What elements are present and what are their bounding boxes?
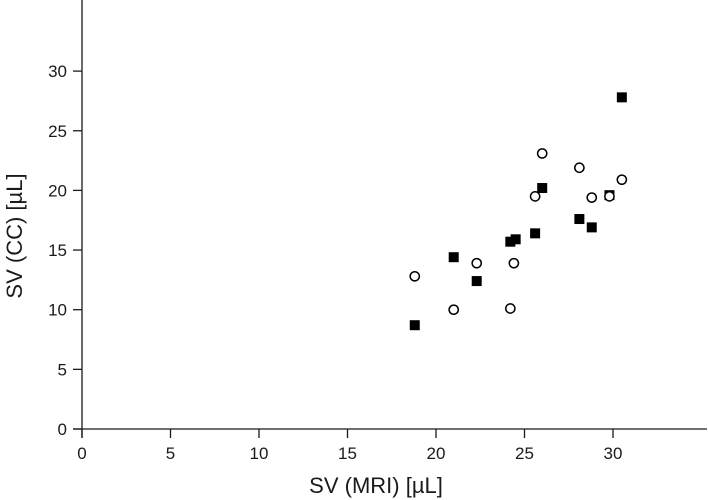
x-axis-title: SV (MRI) [µL]	[309, 473, 443, 498]
y-tick-label: 10	[48, 301, 67, 320]
square-marker	[537, 183, 548, 194]
axes	[73, 0, 707, 438]
circle-marker	[448, 304, 460, 316]
data-points	[409, 92, 628, 331]
y-tick-label: 15	[48, 241, 67, 260]
y-tick-label: 0	[58, 420, 67, 439]
x-tick-label: 5	[166, 444, 175, 463]
square-marker	[510, 234, 521, 245]
x-tick-label: 25	[515, 444, 534, 463]
square-marker	[409, 320, 420, 331]
circle-marker	[604, 191, 615, 202]
circle-marker	[508, 257, 520, 269]
circle-marker	[504, 303, 516, 314]
square-marker	[471, 276, 482, 287]
y-tick-label: 25	[48, 122, 67, 141]
circle-marker	[471, 257, 483, 269]
square-marker	[448, 252, 459, 263]
circle-marker	[616, 174, 628, 186]
square-marker	[586, 222, 597, 233]
square-marker	[616, 92, 627, 103]
circle-marker	[529, 191, 541, 202]
x-tick-label: 20	[427, 444, 446, 463]
y-tick-label: 30	[48, 62, 67, 81]
x-tick-label: 15	[338, 444, 357, 463]
y-axis-ticks: 0 5 10 15 20 25 30	[48, 62, 82, 439]
y-tick-label: 5	[58, 360, 67, 379]
x-axis-ticks: 0 5 10 15 20 25 30	[77, 429, 622, 463]
circle-marker	[586, 192, 598, 203]
x-tick-label: 0	[77, 444, 86, 463]
x-tick-label: 10	[250, 444, 269, 463]
circle-marker	[574, 162, 585, 174]
square-marker	[574, 214, 585, 225]
square-marker	[530, 228, 541, 239]
circle-marker	[536, 148, 548, 159]
circle-marker	[409, 270, 421, 282]
y-tick-label: 20	[48, 181, 67, 200]
square-marker	[505, 236, 516, 247]
y-axis-title: SV (CC) [µL]	[2, 173, 27, 298]
x-tick-label: 30	[604, 444, 623, 463]
